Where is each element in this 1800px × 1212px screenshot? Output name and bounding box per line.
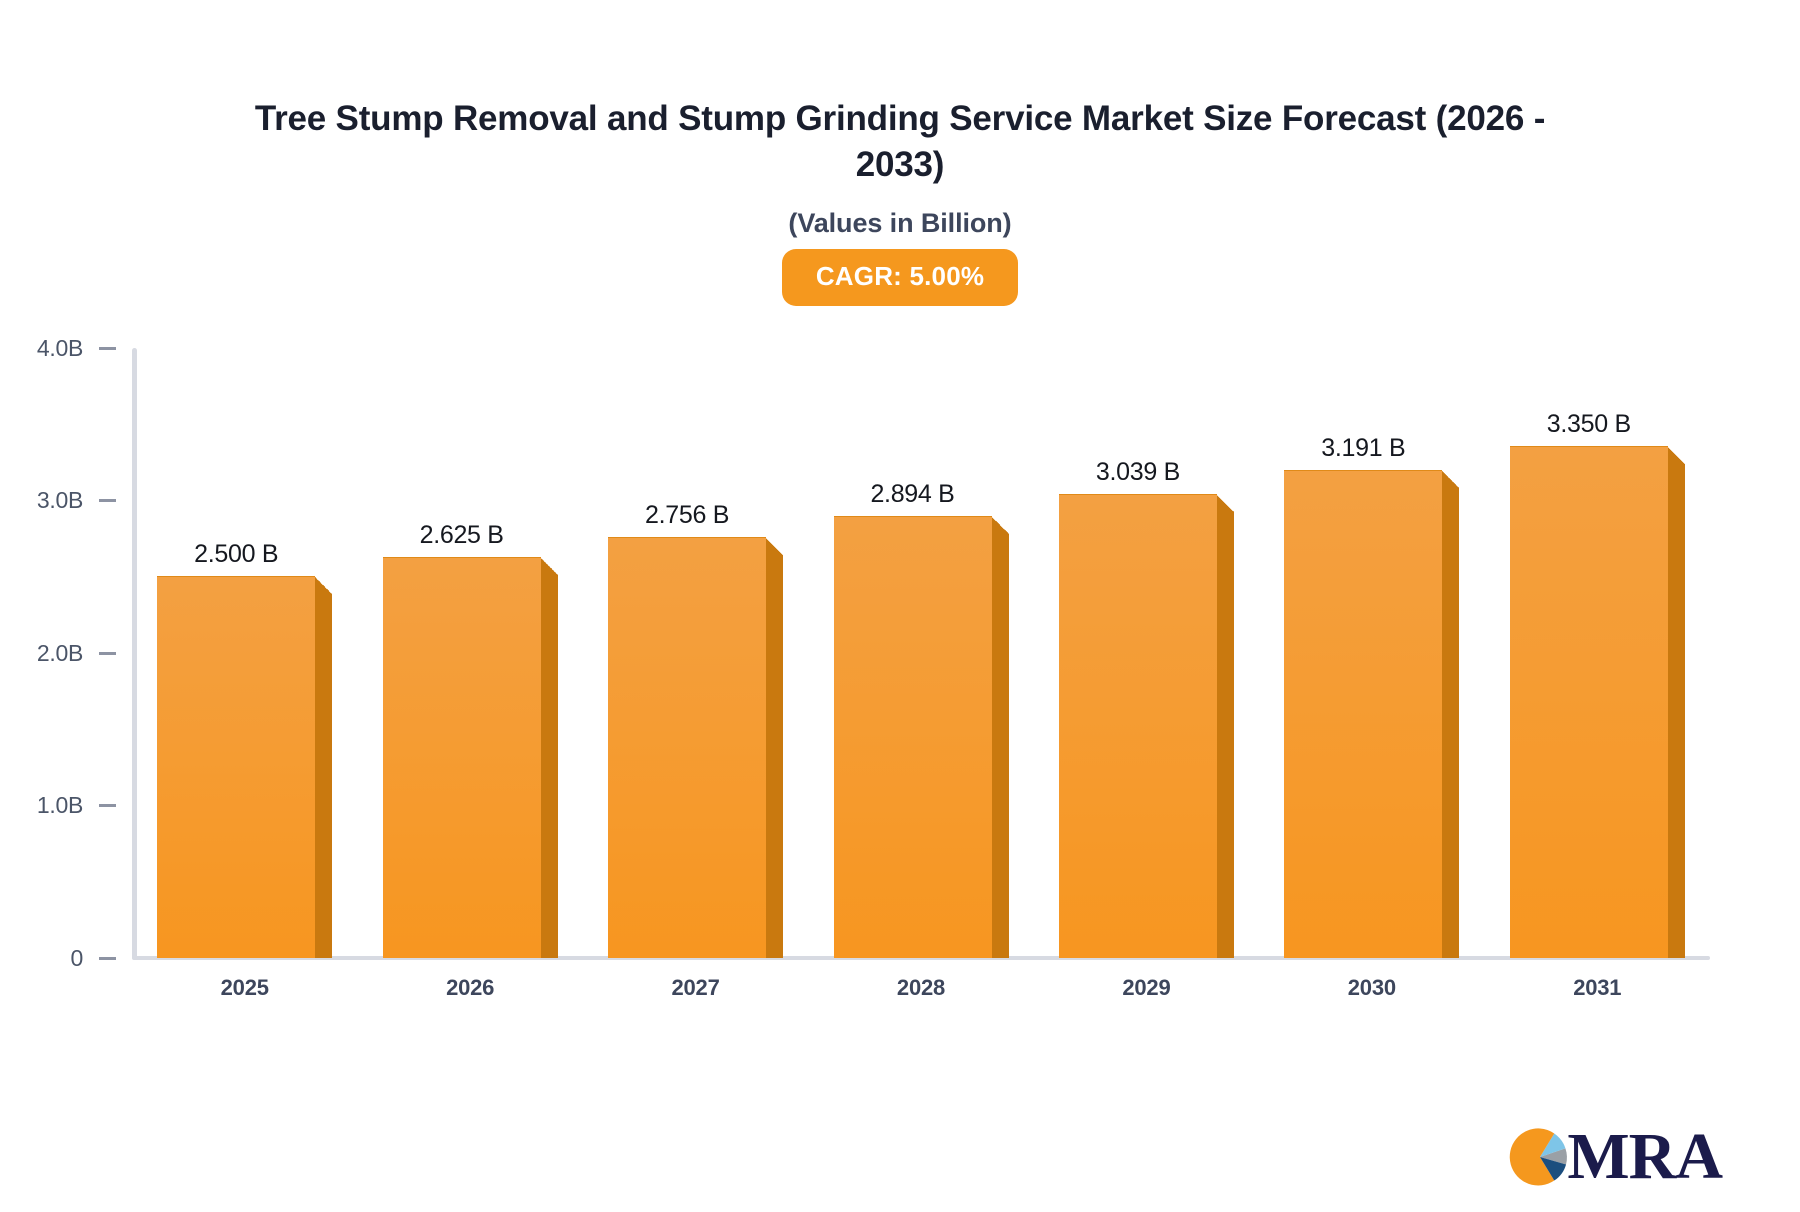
y-axis-tick-label: 1.0B [36,792,83,818]
bar-top-bevel [1216,494,1234,512]
bar-front-face [382,556,541,958]
bar-2031[interactable]: 3.350 B [1509,387,1685,958]
bars-layer: 2.500 B 2.625 B 2.756 B 2.894 B 3.039 B 3.191… [132,348,1710,958]
bar-front-face [157,575,316,958]
bar-side-face [315,593,333,958]
y-axis-tick-label: 0 [70,944,84,971]
y-axis-tick-label: 2.0B [36,639,83,666]
bar-body [833,515,1009,958]
y-axis-tick-dash [99,804,116,807]
bar-body [1058,493,1234,958]
bar-body [1509,446,1685,958]
bar-value-label: 2.500 B [194,539,279,568]
x-axis-label-2026: 2026 [446,975,495,1000]
bar-2029[interactable]: 3.039 B [1058,435,1234,958]
bar-value-label: 3.039 B [1095,457,1180,486]
bar-value-label: 3.191 B [1321,434,1406,463]
bar-front-face [1284,470,1443,958]
y-axis-tick-dash [99,651,116,655]
x-axis-label-2025: 2025 [220,975,269,1000]
bar-2028[interactable]: 2.894 B [833,457,1009,958]
cagr-badge-container: CAGR: 5.00% [0,249,1800,307]
bar-top-bevel [766,537,784,555]
logo-text: MRA [1567,1120,1723,1193]
x-axis-label-2031: 2031 [1573,975,1622,1000]
x-axis-line [132,956,1710,960]
bar-2026[interactable]: 2.625 B [382,498,558,958]
chart-subtitle: (Values in Billion) [788,208,1012,239]
bar-body [1284,470,1460,958]
bar-top-bevel [315,576,333,594]
y-axis-line [132,348,137,960]
bar-value-label: 2.625 B [419,520,504,549]
mra-logo: MRA [1509,1120,1723,1193]
x-axis-label-2028: 2028 [896,975,946,1000]
bar-2030[interactable]: 3.191 B [1284,411,1460,958]
bar-body [157,575,333,958]
bar-2025[interactable]: 2.500 B [157,517,333,958]
bar-side-face [1442,488,1460,958]
bar-side-face [766,554,784,958]
bar-front-face [1058,493,1217,958]
bar-body [608,536,784,958]
x-axis-label-2030: 2030 [1347,975,1396,1000]
page-title: Tree Stump Removal and Stump Grinding Se… [254,99,1546,185]
pie-chart-icon [1510,1128,1568,1186]
bar-front-face [833,515,992,958]
bar-top-bevel [991,516,1009,534]
bar-value-label: 3.350 B [1546,410,1631,439]
bar-body [382,556,558,958]
bar-2027[interactable]: 2.756 B [608,478,784,958]
y-axis-tick-dash [99,956,116,960]
bar-side-face [540,574,558,958]
chart-header: Tree Stump Removal and Stump Grinding Se… [0,0,1800,307]
bar-top-bevel [540,557,558,575]
x-axis-labels: 2025 2026 2027 2028 2029 2030 2031 [132,975,1710,1015]
bar-value-label: 2.756 B [645,500,730,529]
bar-side-face [991,533,1009,958]
y-axis-tick-dash [99,346,116,350]
bar-value-label: 2.894 B [870,479,955,508]
bar-side-face [1216,511,1234,958]
bar-top-bevel [1442,471,1460,489]
bar-front-face [608,536,767,958]
bar-side-face [1667,464,1685,958]
y-axis-tick-label: 4.0B [36,334,83,361]
y-axis-tick-label: 3.0B [36,487,83,513]
y-axis-tick-dash [99,499,116,502]
bar-front-face [1509,446,1668,958]
cagr-badge: CAGR: 5.00% [781,249,1019,307]
x-axis-label-2029: 2029 [1122,975,1171,1000]
x-axis-label-2027: 2027 [671,975,720,1000]
bar-top-bevel [1667,447,1685,465]
